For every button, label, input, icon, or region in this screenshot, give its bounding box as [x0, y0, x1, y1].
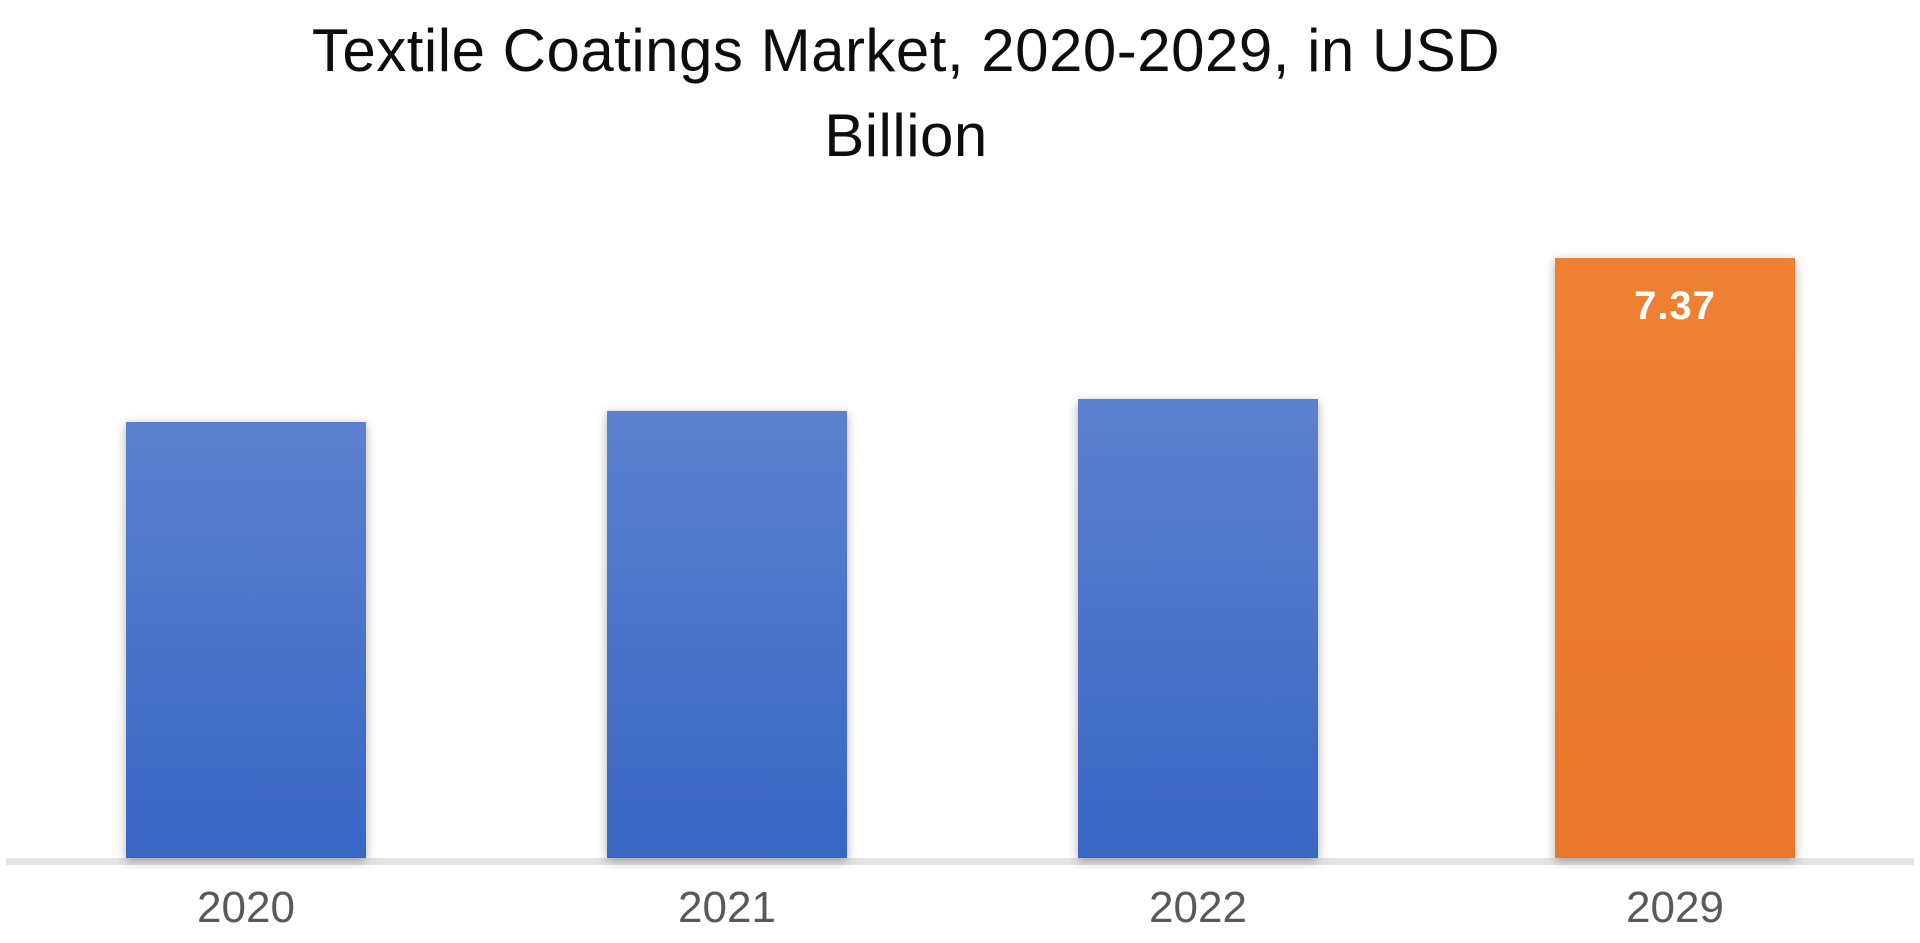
bar-2029: 7.37 — [1555, 258, 1795, 858]
x-tick-label-2029: 2029 — [1626, 883, 1724, 932]
x-tick-label-2020: 2020 — [197, 883, 295, 932]
x-tick-label-2021: 2021 — [678, 883, 776, 932]
chart-title-line2: Billion — [824, 102, 988, 169]
x-axis-line — [6, 858, 1914, 865]
bar-2021 — [607, 411, 847, 858]
chart-title-line1: Textile Coatings Market, 2020-2029, in U… — [311, 17, 1501, 84]
bar-value-label-2029: 7.37 — [1634, 284, 1716, 328]
bar-2020 — [126, 422, 366, 858]
chart-title: Textile Coatings Market, 2020-2029, in U… — [0, 8, 1812, 178]
x-tick-label-2022: 2022 — [1149, 883, 1247, 932]
bar-2022 — [1078, 399, 1318, 858]
